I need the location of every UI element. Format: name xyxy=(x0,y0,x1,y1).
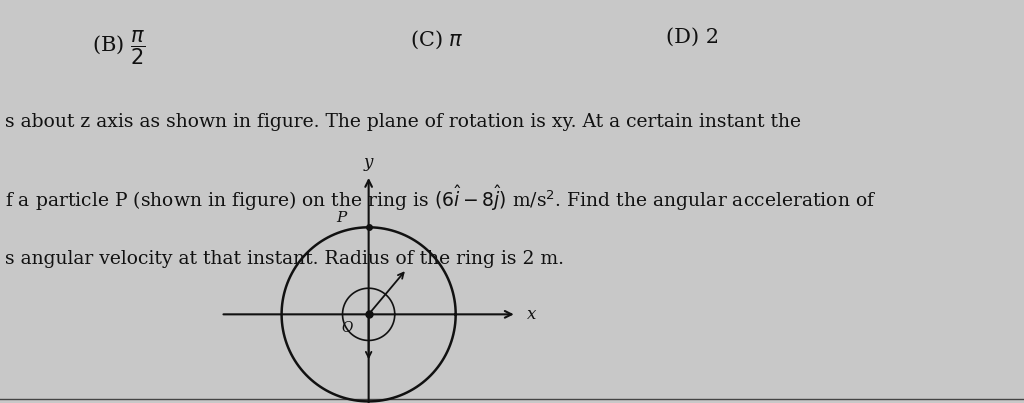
Text: x: x xyxy=(526,306,537,323)
Text: s angular velocity at that instant. Radius of the ring is 2 m.: s angular velocity at that instant. Radi… xyxy=(5,250,564,268)
Text: (C) $\pi$: (C) $\pi$ xyxy=(410,28,463,51)
Text: P: P xyxy=(336,211,346,225)
Text: (D) 2: (D) 2 xyxy=(666,28,719,47)
Text: s about z axis as shown in figure. The plane of rotation is xy. At a certain ins: s about z axis as shown in figure. The p… xyxy=(5,113,801,131)
Text: y: y xyxy=(364,154,374,171)
Text: (B) $\dfrac{\pi}{2}$: (B) $\dfrac{\pi}{2}$ xyxy=(92,28,145,67)
Text: O: O xyxy=(342,322,353,335)
Text: f a particle P (shown in figure) on the ring is $(6\hat{i}-8\hat{j})$ m/s$^2$. F: f a particle P (shown in figure) on the … xyxy=(5,183,877,213)
